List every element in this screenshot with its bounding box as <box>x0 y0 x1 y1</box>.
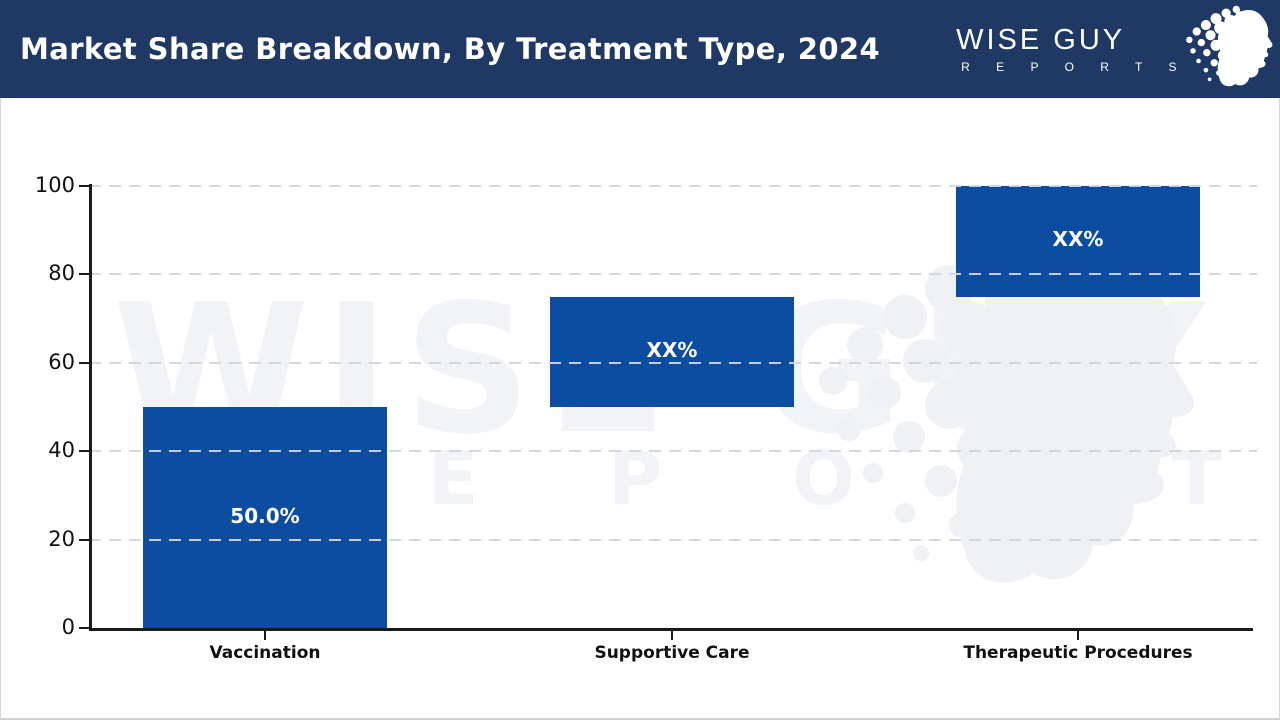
gridline <box>89 450 1257 453</box>
y-axis-tick <box>79 627 89 629</box>
y-axis-line <box>89 184 92 631</box>
y-axis-tick <box>79 450 89 453</box>
y-tick-label: 0 <box>61 615 75 639</box>
brand-name: WISE GUY <box>956 24 1126 56</box>
x-category-label: Vaccination <box>209 643 321 663</box>
bar-therapeutic-procedures <box>956 186 1200 297</box>
header-bar: Market Share Breakdown, By Treatment Typ… <box>0 0 1280 98</box>
x-axis-tick <box>264 631 266 640</box>
x-axis-line <box>89 628 1253 631</box>
brand-logo-text: WISE GUY R E P O R T S <box>956 24 1188 74</box>
y-axis-tick <box>79 185 89 187</box>
brand-subname: R E P O R T S <box>961 60 1188 74</box>
chart-title: Market Share Breakdown, By Treatment Typ… <box>20 32 881 66</box>
x-axis-tick <box>671 631 673 640</box>
brand-logo: WISE GUY R E P O R T S <box>956 2 1274 96</box>
y-tick-label: 40 <box>48 438 75 463</box>
bar-value-label: 50.0% <box>230 503 300 528</box>
y-axis-tick <box>79 538 89 541</box>
x-category-label: Therapeutic Procedures <box>963 643 1193 663</box>
y-tick-label: 60 <box>48 349 75 374</box>
x-category-label: Supportive Care <box>594 643 750 663</box>
bar-vaccination <box>143 407 387 628</box>
y-tick-label: 20 <box>48 526 75 551</box>
y-axis-tick <box>79 361 89 364</box>
bar-supportive-care <box>550 296 794 407</box>
gridline <box>89 185 1257 187</box>
y-tick-label: 80 <box>48 261 75 286</box>
gridline <box>89 273 1257 276</box>
bar-value-label: XX% <box>646 337 698 362</box>
gridline <box>89 538 1257 541</box>
chart-plot-area: WISE GUY R E P O R T S 02040608010050.0%… <box>0 98 1280 720</box>
brand-face-icon <box>1186 5 1273 87</box>
bar-value-label: XX% <box>1052 227 1104 252</box>
y-tick-label: 100 <box>34 173 75 197</box>
y-axis-tick <box>79 273 89 276</box>
x-axis-tick <box>1077 631 1079 640</box>
gridline <box>89 361 1257 364</box>
